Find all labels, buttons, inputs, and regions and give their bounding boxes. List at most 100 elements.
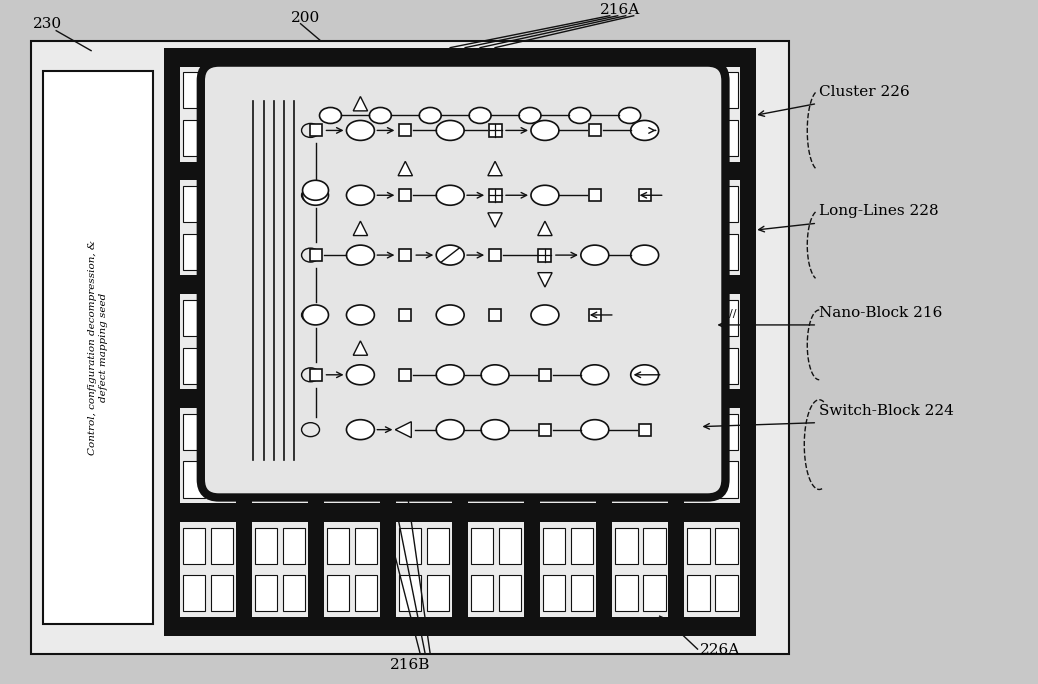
Bar [400, 124, 411, 136]
Ellipse shape [581, 420, 608, 440]
Bar [183, 462, 206, 497]
Bar [327, 300, 349, 336]
Bar [616, 462, 637, 497]
Bar [616, 347, 637, 384]
Bar [427, 120, 449, 156]
Bar [571, 73, 594, 108]
Bar [571, 414, 594, 450]
Bar [355, 234, 377, 269]
Bar [471, 575, 493, 611]
Bar [571, 234, 594, 269]
Polygon shape [353, 96, 367, 111]
Bar [211, 528, 234, 564]
Bar [616, 234, 637, 269]
Bar [254, 120, 277, 156]
Bar [687, 575, 710, 611]
Bar [687, 234, 710, 269]
Text: 230: 230 [33, 16, 62, 31]
Bar [164, 48, 180, 636]
Bar [327, 414, 349, 450]
Bar [543, 462, 566, 497]
Bar [183, 300, 206, 336]
Bar [571, 300, 594, 336]
Bar [715, 234, 738, 269]
Bar [254, 414, 277, 450]
Bar [589, 189, 601, 201]
Bar [644, 575, 665, 611]
Text: Switch-Block 224: Switch-Block 224 [819, 404, 954, 418]
Bar [355, 300, 377, 336]
Bar [589, 124, 601, 136]
Bar [399, 347, 421, 384]
Bar [644, 347, 665, 384]
Ellipse shape [302, 181, 328, 200]
Bar [644, 234, 665, 269]
Bar [400, 369, 411, 381]
Bar [471, 347, 493, 384]
Bar [687, 462, 710, 497]
Text: Control, configuration decompression, &
defect mapping seed: Control, configuration decompression, & … [88, 240, 108, 456]
Bar [399, 462, 421, 497]
Bar [616, 528, 637, 564]
Bar [571, 575, 594, 611]
Ellipse shape [347, 365, 375, 385]
Bar [427, 73, 449, 108]
Ellipse shape [631, 245, 659, 265]
Ellipse shape [347, 245, 375, 265]
Bar [543, 300, 566, 336]
Bar [308, 48, 324, 636]
Bar [355, 575, 377, 611]
Bar [616, 73, 637, 108]
Ellipse shape [302, 188, 320, 202]
Bar [399, 73, 421, 108]
Ellipse shape [569, 107, 591, 123]
Bar [715, 120, 738, 156]
Ellipse shape [436, 120, 464, 140]
Bar [164, 617, 757, 636]
Bar [543, 347, 566, 384]
Bar [211, 73, 234, 108]
Bar [499, 186, 521, 222]
Bar [644, 186, 665, 222]
Bar [589, 309, 601, 321]
Bar [687, 186, 710, 222]
Ellipse shape [347, 305, 375, 325]
Bar [183, 528, 206, 564]
Bar [164, 276, 757, 294]
Bar [571, 120, 594, 156]
Bar [211, 120, 234, 156]
Ellipse shape [436, 305, 464, 325]
Ellipse shape [619, 107, 640, 123]
Bar [616, 300, 637, 336]
Polygon shape [399, 161, 412, 176]
Ellipse shape [302, 368, 320, 382]
Bar [543, 528, 566, 564]
Bar [571, 186, 594, 222]
Bar [211, 462, 234, 497]
Bar [400, 309, 411, 321]
Bar [399, 186, 421, 222]
Bar [282, 528, 305, 564]
Bar [715, 528, 738, 564]
Bar [355, 120, 377, 156]
Ellipse shape [531, 305, 558, 325]
Bar [644, 73, 665, 108]
Bar [539, 423, 551, 436]
Ellipse shape [370, 107, 391, 123]
Bar [399, 120, 421, 156]
Bar [715, 575, 738, 611]
Ellipse shape [320, 107, 342, 123]
Bar [254, 186, 277, 222]
Bar [616, 575, 637, 611]
Bar [616, 414, 637, 450]
Bar [380, 48, 397, 636]
Bar [327, 462, 349, 497]
Bar [254, 528, 277, 564]
Bar [644, 528, 665, 564]
Bar [616, 120, 637, 156]
Bar [616, 186, 637, 222]
Text: Cluster 226: Cluster 226 [819, 85, 910, 98]
Bar [31, 40, 789, 654]
Ellipse shape [481, 420, 509, 440]
Bar [427, 462, 449, 497]
